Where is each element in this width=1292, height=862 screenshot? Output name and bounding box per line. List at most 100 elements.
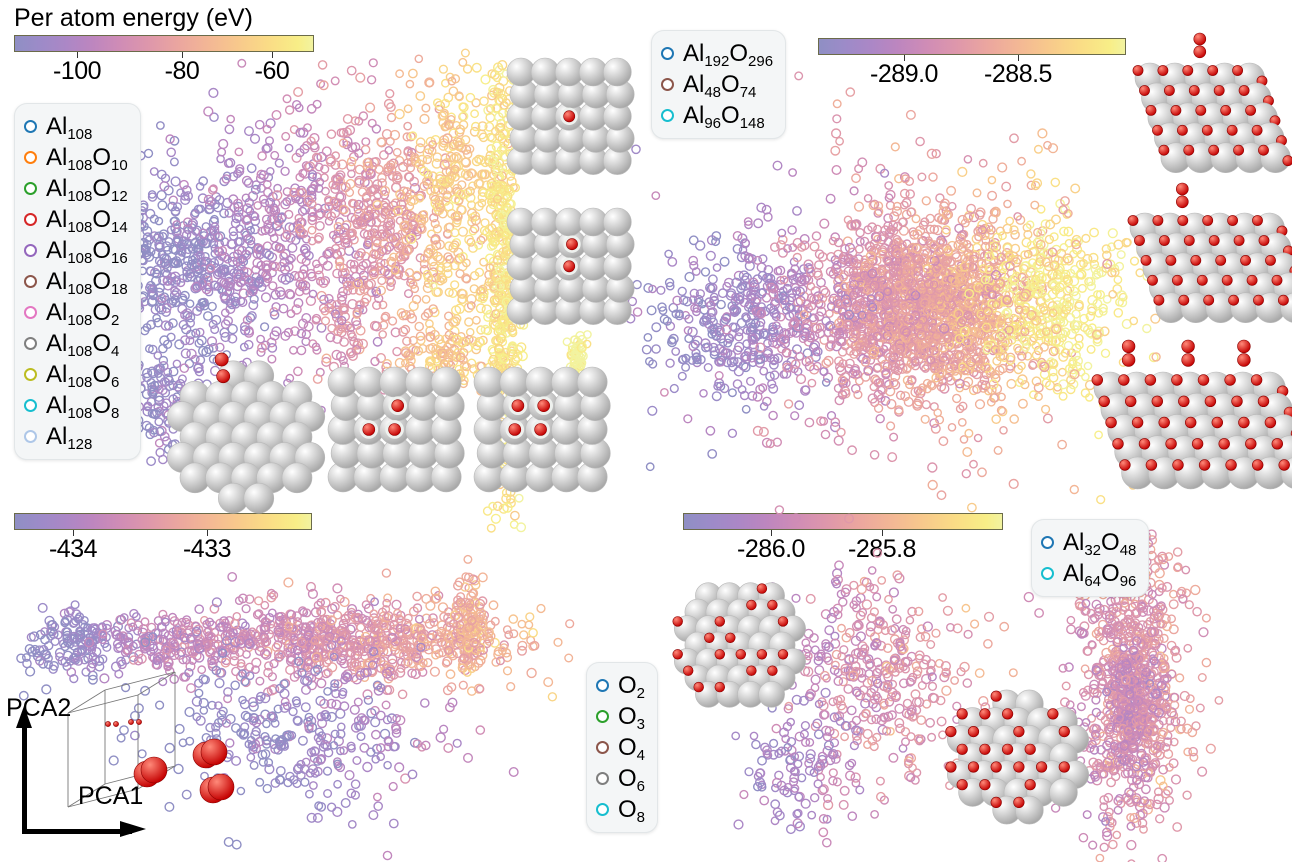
structure-al-surface-2o — [506, 207, 635, 325]
colorbar-ticks-bottom-left: -434 -433 — [14, 530, 312, 563]
legend-item-label: Al32O48 — [1063, 528, 1137, 559]
colorbar-tick-label: -80 — [164, 57, 200, 85]
legend-item[interactable]: Al108O10 — [24, 142, 128, 173]
legend-item[interactable]: O6 — [596, 763, 645, 794]
legend-item[interactable]: Al108O14 — [24, 204, 128, 235]
pca1-axis-label: PCA1 — [78, 782, 144, 810]
legend-item-label: O6 — [618, 764, 646, 795]
scatter-group-panel-bottom-left — [16, 554, 575, 861]
legend-item-label: O2 — [618, 671, 646, 702]
scatter-group-panel-top-right — [625, 71, 1161, 524]
legend-item[interactable]: Al96O148 — [661, 100, 773, 131]
legend-marker-icon — [24, 337, 37, 350]
legend-marker-icon — [24, 275, 37, 288]
colorbar-tick-label: -288.5 — [984, 60, 1052, 88]
legend-item[interactable]: Al108O18 — [24, 266, 128, 297]
legend-item[interactable]: O2 — [596, 670, 645, 701]
legend-marker-icon — [596, 741, 609, 754]
structure-alumina-cluster-small — [672, 582, 806, 708]
colorbar-tick-label: -286.0 — [737, 535, 805, 563]
colorbar-tick-label: -60 — [254, 57, 290, 85]
figure-title: Per atom energy (eV) — [14, 4, 253, 32]
legend-item[interactable]: O3 — [596, 701, 645, 732]
legend-marker-icon — [661, 47, 674, 60]
legend-item-label: Al48O74 — [683, 70, 757, 101]
legend-item[interactable]: Al108 — [24, 111, 128, 142]
colorbar-ticks-bottom-right: -286.0 -285.8 — [683, 530, 1003, 563]
structure-al-surface-3o — [327, 366, 465, 493]
legend-item-label: Al192O296 — [683, 39, 774, 70]
legend-item-label: Al108O18 — [46, 267, 128, 298]
legend-marker-icon — [24, 306, 37, 319]
legend-item-label: Al128 — [46, 422, 93, 453]
pca-arrowheads — [16, 706, 146, 837]
legend-item[interactable]: Al192O296 — [661, 38, 773, 69]
legend-item[interactable]: O4 — [596, 732, 645, 763]
colorbar-bottom-left: -434 -433 — [14, 513, 312, 563]
legend-marker-icon — [596, 772, 609, 785]
legend-marker-icon — [24, 213, 37, 226]
colorbar-tick-label: -434 — [48, 535, 98, 563]
legend-marker-icon — [596, 710, 609, 723]
legend-item[interactable]: Al108O16 — [24, 235, 128, 266]
legend-item-label: Al108 — [46, 112, 93, 143]
colorbar-gradient-bottom-left — [14, 513, 312, 530]
legend-item-label: Al108O14 — [46, 205, 128, 236]
legend-panel-top-left[interactable]: Al108 Al108O10 Al108O12 Al108O14 Al108O16 Al1… — [14, 103, 141, 460]
legend-marker-icon — [24, 399, 37, 412]
legend-item[interactable]: Al108O4 — [24, 328, 128, 359]
structure-al-surface-1o — [506, 57, 635, 175]
colorbar-ticks-top-right: -289.0 -288.5 — [818, 55, 1126, 88]
legend-marker-icon — [24, 151, 37, 164]
legend-item[interactable]: Al108O8 — [24, 390, 128, 421]
colorbar-tick-label: -289.0 — [870, 60, 938, 88]
legend-marker-icon — [1041, 567, 1054, 580]
legend-panel-bottom-right[interactable]: Al32O48 Al64O96 — [1031, 519, 1150, 597]
legend-item[interactable]: Al128 — [24, 421, 128, 452]
colorbar-gradient-bottom-right — [683, 513, 1003, 530]
legend-marker-icon — [24, 368, 37, 381]
legend-marker-icon — [596, 803, 609, 816]
legend-marker-icon — [661, 109, 674, 122]
legend-item[interactable]: Al64O96 — [1041, 558, 1136, 589]
legend-marker-icon — [24, 430, 37, 443]
structure-alumina-cluster-large — [945, 689, 1089, 825]
structure-alumina-slab-mid — [1127, 182, 1292, 324]
colorbar-top-left: Per atom energy (eV) -100 -80 -60 — [14, 4, 314, 85]
structure-al-nanoparticle-o2 — [167, 352, 326, 514]
colorbar-gradient-top-right — [818, 38, 1126, 55]
pca2-axis-label: PCA2 — [6, 694, 72, 722]
colorbar-tick-label: -285.8 — [848, 535, 916, 563]
legend-item-label: Al108O8 — [46, 391, 120, 422]
colorbar-gradient-top-left — [14, 35, 314, 52]
legend-panel-top-right[interactable]: Al192O296 Al48O74 Al96O148 — [651, 30, 787, 139]
legend-item-label: O8 — [618, 795, 646, 826]
structure-alumina-slab-bottom — [1091, 339, 1292, 490]
legend-item-label: O4 — [618, 733, 646, 764]
pca1-axis-line — [22, 829, 132, 834]
legend-marker-icon — [661, 78, 674, 91]
legend-marker-icon — [596, 679, 609, 692]
colorbar-ticks-top-left: -100 -80 -60 — [14, 52, 314, 85]
legend-marker-icon — [1041, 536, 1054, 549]
legend-item-label: Al108O16 — [46, 236, 128, 267]
legend-item[interactable]: Al32O48 — [1041, 527, 1136, 558]
legend-item[interactable]: Al108O12 — [24, 173, 128, 204]
legend-panel-bottom-left[interactable]: O2 O3 O4 O6 O8 — [586, 662, 659, 833]
structure-alumina-slab-top — [1132, 32, 1292, 173]
legend-item[interactable]: O8 — [596, 794, 645, 825]
legend-item-label: Al108O4 — [46, 329, 120, 360]
legend-item-label: Al108O2 — [46, 298, 120, 329]
legend-item-label: O3 — [618, 702, 646, 733]
legend-item-label: Al64O96 — [1063, 559, 1137, 590]
legend-item[interactable]: Al48O74 — [661, 69, 773, 100]
legend-item[interactable]: Al108O6 — [24, 359, 128, 390]
legend-item-label: Al108O6 — [46, 360, 120, 391]
pca2-axis-line — [22, 726, 27, 834]
structure-al-surface-4o — [473, 366, 611, 493]
legend-item[interactable]: Al108O2 — [24, 297, 128, 328]
colorbar-bottom-right: -286.0 -285.8 — [683, 513, 1003, 563]
legend-item-label: Al96O148 — [683, 101, 765, 132]
